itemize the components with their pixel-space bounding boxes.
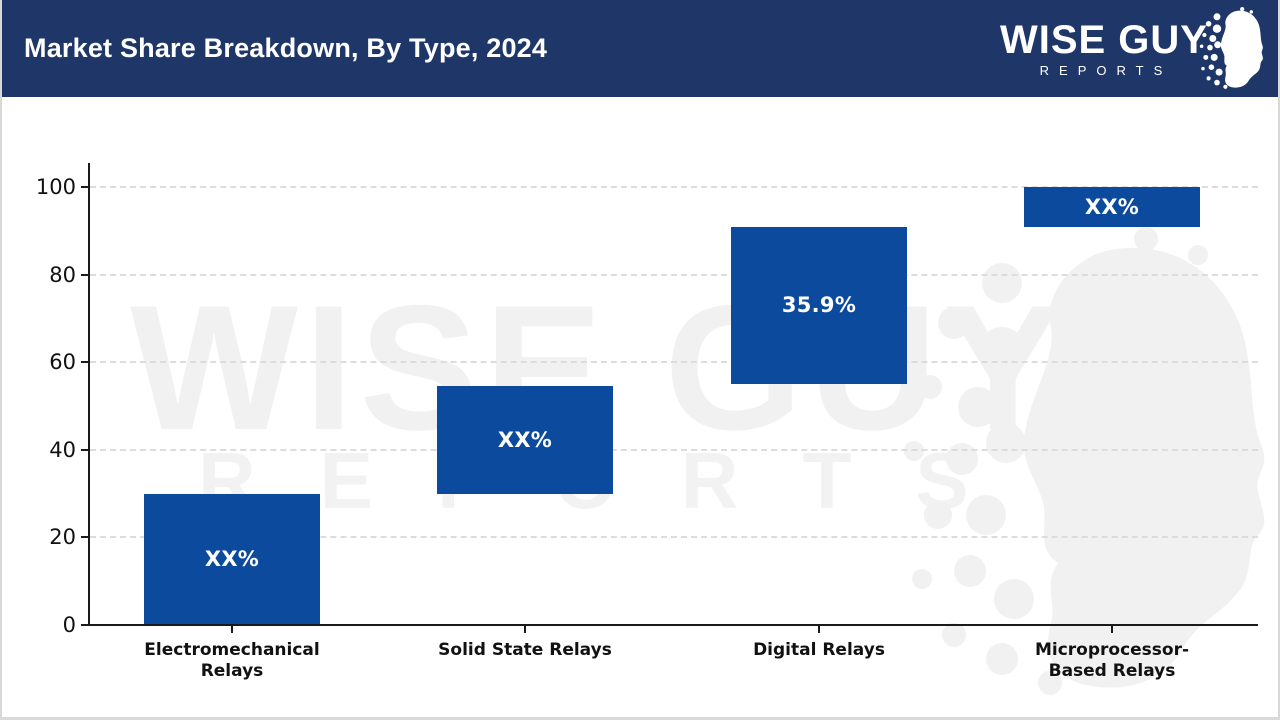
bar-value-label: 35.9% bbox=[781, 293, 857, 318]
page-title: Market Share Breakdown, By Type, 2024 bbox=[24, 33, 548, 63]
y-tick-mark bbox=[81, 448, 88, 451]
y-tick-label: 40 bbox=[49, 437, 76, 462]
y-tick-label: 80 bbox=[49, 262, 76, 287]
logo-subtitle: REPORTS bbox=[1039, 62, 1173, 78]
gridline bbox=[90, 536, 1258, 539]
y-tick-label: 100 bbox=[35, 175, 76, 199]
x-axis-category-label: Microprocessor- Based Relays bbox=[1034, 640, 1190, 681]
market-share-chart: WISE GUY REPORTS 0 20 40 60 80 100 XX% XX% 35.9… bbox=[2, 97, 1280, 720]
x-axis-category-label: Electromechanical Relays bbox=[144, 640, 320, 681]
logo-wordmark: WISE GUY REPORTS bbox=[1000, 20, 1208, 78]
logo-title: WISE GUY bbox=[999, 17, 1208, 62]
bar-digital-relays: 35.9% bbox=[731, 226, 907, 385]
y-axis-line bbox=[88, 163, 90, 625]
x-axis-category-label: Solid State Relays bbox=[438, 640, 612, 660]
y-tick-mark bbox=[81, 186, 88, 188]
x-axis-line bbox=[88, 624, 1258, 626]
bar-value-label: XX% bbox=[1084, 194, 1140, 219]
bar-value-label: XX% bbox=[204, 547, 260, 572]
y-tick-mark bbox=[81, 273, 88, 276]
y-tick-mark bbox=[81, 361, 88, 364]
y-tick-mark bbox=[81, 624, 88, 626]
bar-solid-state-relays: XX% bbox=[437, 386, 613, 494]
bar-electromechanical-relays: XX% bbox=[144, 493, 320, 625]
wiseguy-logo: WISE GUY REPORTS bbox=[1000, 7, 1280, 91]
y-tick-mark bbox=[81, 536, 88, 539]
wiseguy-head-icon bbox=[1194, 7, 1268, 91]
x-tick-mark bbox=[524, 626, 526, 633]
gridline bbox=[90, 448, 1258, 451]
x-tick-mark bbox=[231, 626, 233, 633]
header: Market Share Breakdown, By Type, 2024 WI… bbox=[2, 0, 1280, 97]
bar-value-label: XX% bbox=[497, 427, 553, 452]
y-tick-label: 0 bbox=[62, 613, 76, 637]
gridline bbox=[90, 273, 1258, 276]
gridline bbox=[90, 186, 1258, 188]
gridline bbox=[90, 361, 1258, 364]
bar-microprocessor-based-relays: XX% bbox=[1024, 187, 1200, 227]
y-tick-label: 20 bbox=[49, 525, 76, 550]
x-tick-mark bbox=[1111, 626, 1113, 633]
x-tick-mark bbox=[818, 626, 820, 633]
y-tick-label: 60 bbox=[49, 350, 76, 375]
x-axis-category-label: Digital Relays bbox=[753, 640, 885, 660]
